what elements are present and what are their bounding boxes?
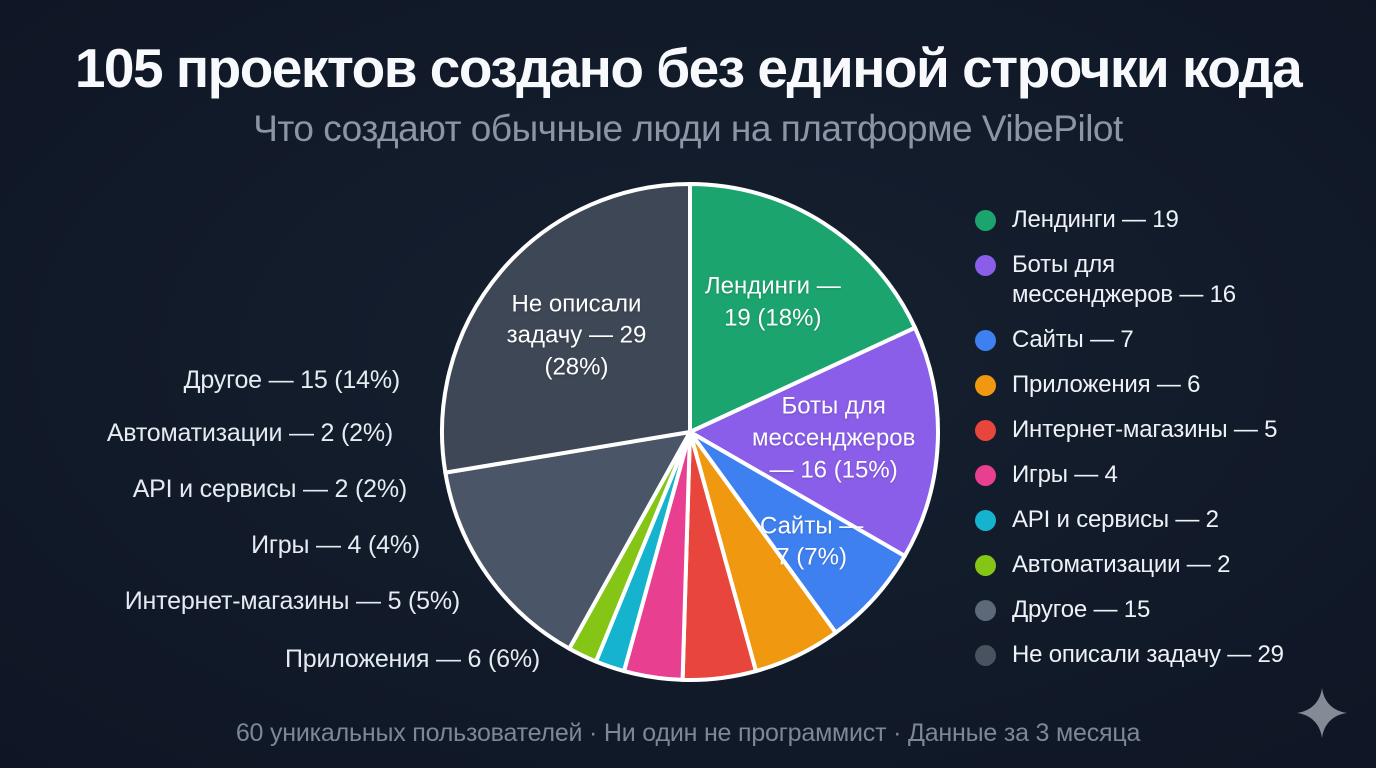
legend-dot bbox=[975, 645, 996, 666]
legend-label: Другое — 15 bbox=[1012, 596, 1151, 623]
pie-svg bbox=[440, 182, 940, 682]
pie-slice-label: Не описали задачу — 29 (28%) bbox=[506, 290, 647, 381]
legend-item: Лендинги — 19 bbox=[975, 205, 1370, 235]
footer-note: 60 уникальных пользователей · Ни один не… bbox=[235, 719, 1141, 747]
pie-callout-label: Автоматизации — 2 (2%) bbox=[106, 419, 393, 447]
legend-label: Игры — 4 bbox=[1012, 461, 1118, 488]
page-title: 105 проектов создано без единой строчки … bbox=[74, 37, 1303, 99]
legend-dot bbox=[975, 330, 996, 351]
legend-label: Интернет-магазины — 5 bbox=[1012, 416, 1278, 443]
sparkle-icon bbox=[1296, 687, 1348, 739]
legend: Лендинги — 19 Боты для мессенджеров — 16 С… bbox=[975, 205, 1370, 685]
pie-callout-label: Игры — 4 (4%) bbox=[251, 531, 420, 559]
legend-dot bbox=[975, 510, 996, 531]
legend-dot bbox=[975, 600, 996, 621]
legend-label: Приложения — 6 bbox=[1012, 371, 1201, 398]
pie-slice-1 bbox=[688, 325, 940, 558]
legend-item: Сайты — 7 bbox=[975, 325, 1370, 355]
pie-callout-label: Другое — 15 (14%) bbox=[183, 366, 401, 394]
legend-item: API и сервисы — 2 bbox=[975, 505, 1370, 535]
pie-callout-label: API и сервисы — 2 (2%) bbox=[132, 475, 408, 503]
legend-label: Боты для мессенджеров — 16 bbox=[1012, 251, 1236, 308]
legend-item: Приложения — 6 bbox=[975, 370, 1370, 400]
legend-item: Боты для мессенджеров — 16 bbox=[975, 250, 1370, 310]
pie-chart: Лендинги — 19 (18%) Боты для мессенджеров… bbox=[430, 172, 950, 692]
pie-slice-8 bbox=[443, 430, 692, 651]
legend-item: Не описали задачу — 29 bbox=[975, 640, 1370, 670]
pie-callout-label: Приложения — 6 (6%) bbox=[285, 645, 540, 673]
pie-slice-label: Боты для мессенджеров — 16 (15%) bbox=[752, 392, 916, 484]
page-subtitle: Что создают обычные люди на платформе Vi… bbox=[253, 108, 1123, 149]
pie-slice-label: Сайты — 7 (7%) bbox=[759, 511, 864, 571]
legend-item: Игры — 4 bbox=[975, 460, 1370, 490]
legend-item: Автоматизации — 2 bbox=[975, 550, 1370, 580]
legend-label: Сайты — 7 bbox=[1012, 326, 1134, 353]
legend-item: Интернет-магазины — 5 bbox=[975, 415, 1370, 445]
pie-slice-9 bbox=[440, 182, 692, 475]
legend-dot bbox=[975, 375, 996, 396]
legend-dot bbox=[975, 555, 996, 576]
pie-slice-label: Лендинги — 19 (18%) bbox=[704, 272, 841, 332]
sparkle-icon-shape bbox=[1296, 687, 1348, 739]
pie-slice-0 bbox=[688, 182, 918, 434]
legend-dot bbox=[975, 420, 996, 441]
legend-label: Не описали задачу — 29 bbox=[1012, 641, 1284, 668]
legend-label: API и сервисы — 2 bbox=[1012, 506, 1219, 533]
legend-item: Другое — 15 bbox=[975, 595, 1370, 625]
legend-dot bbox=[975, 465, 996, 486]
pie-callout-label: Интернет-магазины — 5 (5%) bbox=[124, 587, 460, 615]
legend-dot bbox=[975, 210, 996, 231]
legend-label: Автоматизации — 2 bbox=[1012, 551, 1231, 578]
legend-label: Лендинги — 19 bbox=[1012, 206, 1179, 233]
legend-dot bbox=[975, 255, 996, 276]
